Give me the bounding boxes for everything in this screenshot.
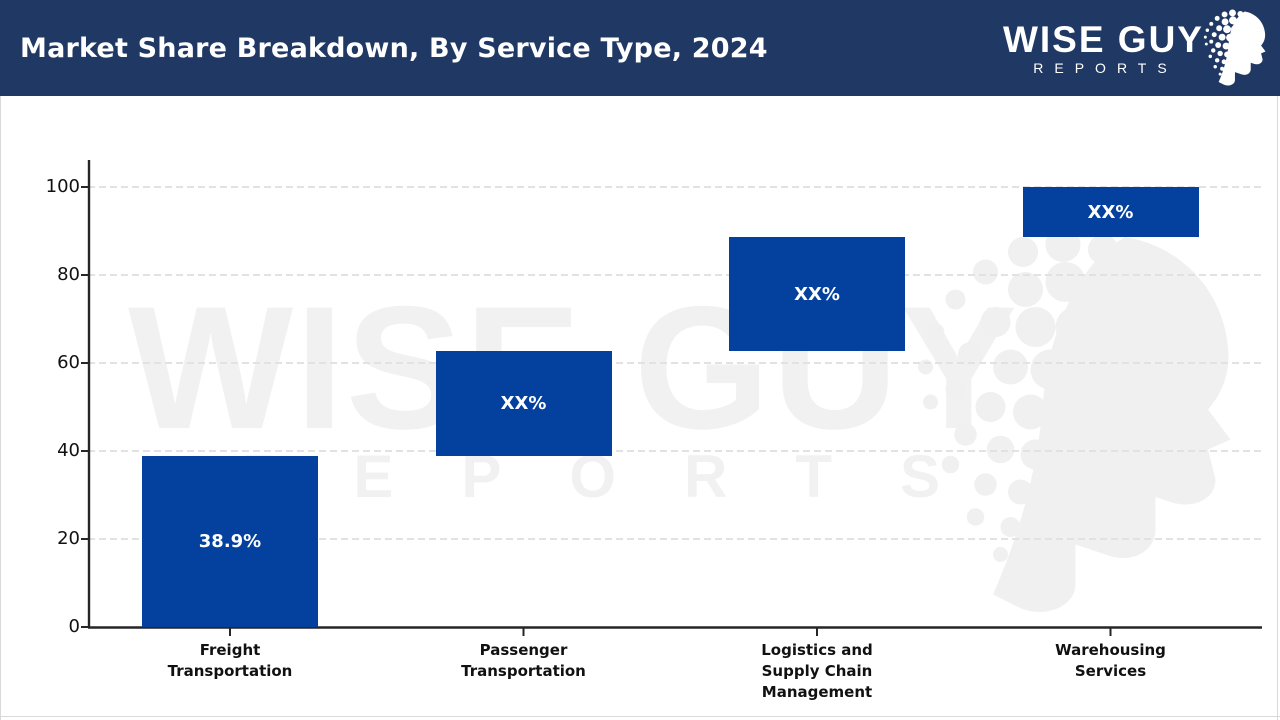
bar-3: XX%: [1022, 187, 1199, 238]
x-tick-label-line: Management: [761, 683, 873, 701]
y-tick-label-60: 60: [57, 352, 80, 373]
y-tick-label-40: 40: [57, 440, 80, 461]
x-tick-label-line: Transportation: [461, 662, 586, 680]
page-title: Market Share Breakdown, By Service Type,…: [20, 32, 768, 64]
x-tick-label-line: Passenger: [479, 641, 568, 659]
x-tick-label-line: Warehousing: [1055, 641, 1166, 659]
bar-value-label: XX%: [1087, 201, 1134, 223]
x-tick-label-3: Warehousing Services: [991, 640, 1231, 682]
header-bar: Market Share Breakdown, By Service Type,…: [0, 0, 1280, 96]
y-tick-label-100: 100: [45, 176, 80, 197]
y-tick-label-0: 0: [68, 616, 80, 637]
logo-text: WISE GUY REPORTS: [1002, 18, 1204, 76]
bar-value-label: 38.9%: [198, 530, 262, 552]
logo-tagline: REPORTS: [1033, 59, 1178, 76]
page-border-bottom: [0, 716, 1280, 717]
x-tick-label-line: Supply Chain: [761, 662, 873, 680]
x-tick-label-line: Logistics and: [761, 641, 873, 659]
wise-guy-reports-logo: WISE GUY REPORTS: [1003, 8, 1268, 88]
y-tick-label-80: 80: [57, 264, 80, 285]
bar-value-label: XX%: [500, 392, 547, 414]
x-tick-label-1: Passenger Transportation: [404, 640, 644, 682]
bar-2: XX%: [729, 237, 905, 352]
y-tick-label-20: 20: [57, 528, 80, 549]
x-tick-label-line: Services: [1074, 662, 1147, 680]
logo-name: WISE GUY: [1002, 18, 1204, 60]
bar-1: XX%: [435, 351, 612, 456]
bar-0: 38.9%: [142, 455, 318, 627]
x-tick-label-line: Freight: [199, 641, 261, 659]
page-border-left: [0, 96, 1, 720]
page-border-right: [1277, 96, 1278, 720]
x-tick-label-0: Freight Transportation: [110, 640, 350, 682]
bar-value-label: XX%: [794, 283, 840, 305]
x-tick-label-2: Logistics and Supply Chain Management: [697, 640, 937, 703]
x-tick-label-line: Transportation: [167, 662, 293, 680]
